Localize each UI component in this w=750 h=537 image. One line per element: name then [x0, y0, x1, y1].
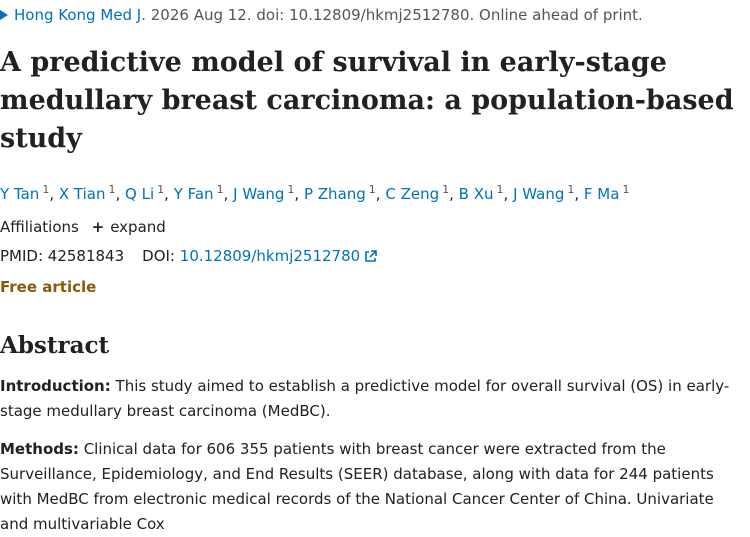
citation-doi: doi: 10.12809/hkmj2512780.: [256, 6, 475, 24]
author-separator: ,: [449, 185, 459, 203]
author-separator: ,: [115, 185, 126, 203]
author-affiliation-number[interactable]: 1: [157, 183, 165, 196]
author-link[interactable]: B Xu: [458, 185, 494, 203]
citation-date: 2026 Aug 12.: [150, 6, 252, 24]
article-title: A predictive model of survival in early-…: [0, 47, 734, 154]
author-affiliation-number[interactable]: 1: [216, 183, 224, 196]
author-link[interactable]: X Tian: [58, 185, 106, 203]
author-link[interactable]: P Zhang: [303, 185, 366, 203]
external-link-icon: [365, 250, 377, 262]
doi-value: 10.12809/hkmj2512780: [179, 247, 361, 265]
author-affiliation-number[interactable]: 1: [42, 183, 50, 196]
introduction-text: This study aimed to establish a predicti…: [0, 377, 730, 420]
author-affiliation-number[interactable]: 1: [496, 183, 504, 196]
author-affiliation-number[interactable]: 1: [622, 183, 630, 196]
pmid-value: 42581843: [47, 247, 125, 265]
methods-label: Methods:: [0, 440, 79, 458]
author-separator: ,: [49, 185, 59, 203]
methods-text: Clinical data for 606 355 patients with …: [0, 440, 714, 533]
author-affiliation-number[interactable]: 1: [368, 183, 376, 196]
triangle-right-icon: [0, 10, 8, 20]
author-affiliation-number[interactable]: 1: [287, 183, 295, 196]
abstract-methods: Methods: Clinical data for 606 355 patie…: [0, 437, 745, 537]
doi-label: DOI:: [142, 247, 175, 265]
author-link[interactable]: C Zeng: [385, 185, 440, 203]
author-link[interactable]: Y Fan: [173, 185, 214, 203]
author-link[interactable]: F Ma: [583, 185, 620, 203]
pmid-label: PMID:: [0, 247, 44, 265]
author-link[interactable]: J Wang: [233, 185, 285, 203]
affiliations-row: Affiliations + expand: [0, 216, 166, 238]
citation-status: Online ahead of print.: [479, 6, 643, 24]
journal-link[interactable]: Hong Kong Med J.: [14, 6, 146, 24]
author-separator: ,: [223, 185, 234, 203]
author-link[interactable]: Q Li: [125, 185, 155, 203]
author-separator: ,: [375, 185, 386, 203]
author-separator: ,: [164, 185, 174, 203]
author-affiliation-number[interactable]: 1: [442, 183, 450, 196]
free-article-badge: Free article: [0, 278, 97, 296]
abstract-heading: Abstract: [0, 332, 110, 359]
author-separator: ,: [574, 185, 584, 203]
author-affiliation-number[interactable]: 1: [108, 183, 116, 196]
identifiers-row: PMID: 42581843 DOI: 10.12809/hkmj2512780: [0, 245, 377, 267]
author-separator: ,: [294, 185, 304, 203]
author-affiliation-number[interactable]: 1: [567, 183, 575, 196]
affiliations-expand-button[interactable]: + expand: [92, 218, 166, 236]
author-link[interactable]: Y Tan: [0, 185, 40, 203]
author-separator: ,: [503, 185, 514, 203]
expand-label: expand: [110, 218, 166, 236]
doi-link[interactable]: 10.12809/hkmj2512780: [180, 247, 377, 265]
abstract-introduction: Introduction: This study aimed to establ…: [0, 374, 745, 424]
affiliations-label: Affiliations: [0, 218, 79, 236]
plus-icon: +: [91, 218, 105, 236]
author-link[interactable]: J Wang: [513, 185, 565, 203]
citation-line: Hong Kong Med J. 2026 Aug 12. doi: 10.12…: [0, 5, 750, 25]
author-list: Y Tan 1, X Tian 1, Q Li 1, Y Fan 1, J Wang 1,…: [0, 177, 750, 203]
introduction-label: Introduction:: [0, 377, 111, 395]
